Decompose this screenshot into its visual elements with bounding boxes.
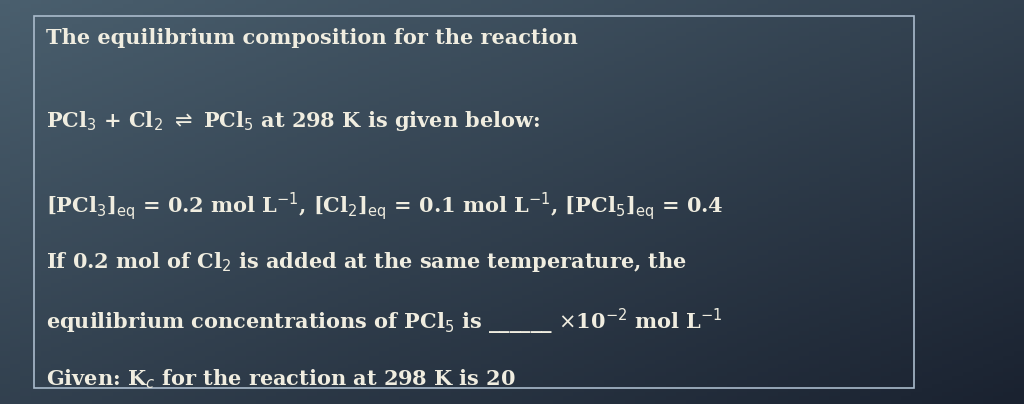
- Text: The equilibrium composition for the reaction: The equilibrium composition for the reac…: [46, 28, 578, 48]
- Text: [PCl$_3$]$_\mathrm{eq}$ = 0.2 mol L$^{-1}$, [Cl$_2$]$_\mathrm{eq}$ = 0.1 mol L$^: [PCl$_3$]$_\mathrm{eq}$ = 0.2 mol L$^{-1…: [46, 190, 724, 222]
- Text: If 0.2 mol of Cl$_2$ is added at the same temperature, the: If 0.2 mol of Cl$_2$ is added at the sam…: [46, 250, 687, 274]
- Text: PCl$_3$ + Cl$_2$ $\rightleftharpoons$ PCl$_5$ at 298 K is given below:: PCl$_3$ + Cl$_2$ $\rightleftharpoons$ PC…: [46, 109, 540, 133]
- Text: Given: K$_c$ for the reaction at 298 K is 20: Given: K$_c$ for the reaction at 298 K i…: [46, 368, 516, 391]
- Text: equilibrium concentrations of PCl$_5$ is ______ $\times$10$^{-2}$ mol L$^{-1}$: equilibrium concentrations of PCl$_5$ is…: [46, 307, 723, 337]
